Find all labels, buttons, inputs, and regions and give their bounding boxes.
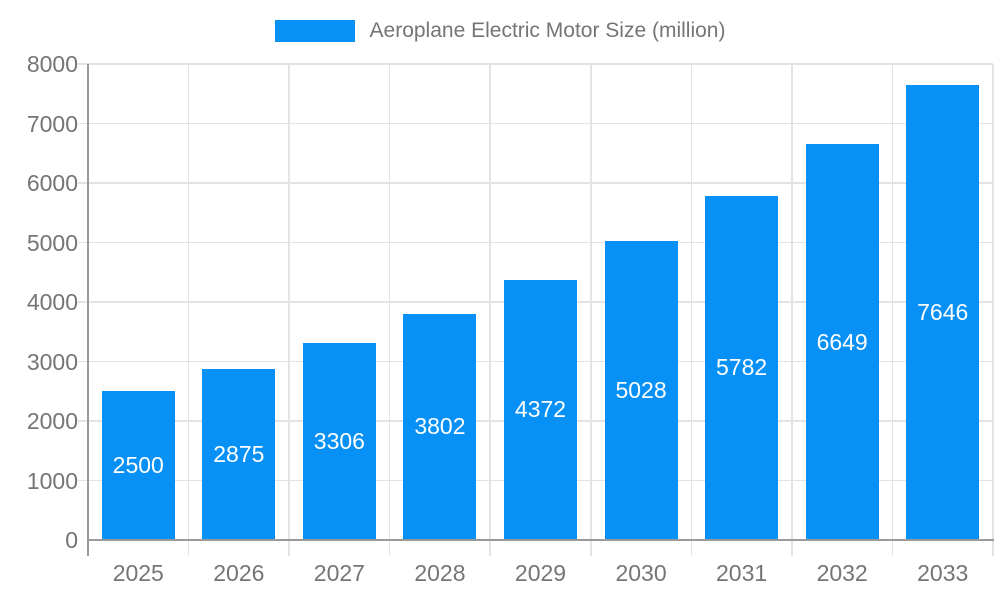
bar: 3802 bbox=[403, 313, 477, 540]
x-axis-tick bbox=[187, 541, 190, 556]
gridline-vertical bbox=[187, 64, 190, 540]
bar: 5028 bbox=[604, 240, 678, 540]
x-axis-tick-label: 2027 bbox=[313, 560, 365, 586]
y-axis-tick-label: 2000 bbox=[26, 408, 78, 434]
gridline-horizontal bbox=[78, 182, 993, 184]
x-axis-tick-label: 2028 bbox=[414, 560, 466, 586]
x-axis-tick bbox=[690, 541, 693, 556]
y-axis-tick-label: 6000 bbox=[26, 170, 78, 196]
y-axis-tick-label: 8000 bbox=[26, 51, 78, 77]
y-axis-tick-label: 1000 bbox=[26, 467, 78, 494]
bar: 4372 bbox=[504, 279, 577, 540]
gridline-vertical bbox=[992, 64, 994, 540]
x-axis-tick-label: 2025 bbox=[112, 560, 164, 586]
x-axis-tick-label: 2031 bbox=[716, 560, 768, 586]
bar-value-label: 3802 bbox=[414, 413, 466, 440]
bar-value-label: 3306 bbox=[313, 428, 365, 455]
gridline-horizontal bbox=[78, 63, 993, 65]
x-axis-tick bbox=[791, 541, 793, 556]
y-axis-line bbox=[87, 64, 89, 556]
y-axis-tick-label: 5000 bbox=[26, 229, 78, 256]
x-axis-tick bbox=[891, 541, 894, 556]
y-axis-tick-label: 0 bbox=[65, 527, 78, 553]
x-axis-tick bbox=[489, 541, 491, 556]
x-axis-tick-label: 2030 bbox=[615, 560, 667, 586]
y-axis-tick-label: 7000 bbox=[26, 110, 78, 137]
bar: 2500 bbox=[101, 391, 175, 540]
x-axis-line bbox=[87, 539, 994, 541]
bar-value-label: 2500 bbox=[112, 452, 164, 479]
gridline-horizontal bbox=[78, 241, 993, 244]
legend: Aeroplane Electric Motor Size (million) bbox=[0, 19, 1000, 43]
x-axis-tick-label: 2029 bbox=[514, 560, 567, 586]
bar-value-label: 5028 bbox=[615, 376, 667, 403]
bar: 6649 bbox=[805, 144, 879, 540]
gridline-vertical bbox=[388, 64, 391, 540]
bar: 5782 bbox=[705, 195, 779, 540]
gridline-vertical bbox=[791, 64, 793, 540]
gridline-vertical bbox=[690, 64, 693, 540]
x-axis-tick-label: 2032 bbox=[816, 560, 868, 586]
bar: 3306 bbox=[302, 343, 376, 540]
bar-value-label: 4372 bbox=[514, 396, 567, 423]
x-axis-tick-label: 2033 bbox=[917, 560, 969, 586]
bar-value-label: 2875 bbox=[213, 440, 265, 467]
x-axis-tick bbox=[992, 541, 994, 556]
y-axis-tick-label: 3000 bbox=[26, 348, 78, 375]
x-axis-tick-label: 2026 bbox=[213, 560, 265, 586]
bar-value-label: 6649 bbox=[816, 328, 868, 355]
bar-value-label: 7646 bbox=[917, 299, 969, 326]
y-axis-tick-label: 4000 bbox=[26, 289, 78, 315]
gridline-vertical bbox=[590, 64, 592, 540]
x-axis-tick bbox=[288, 541, 290, 556]
plot-area: 2500 2875 3306 3802 4372 5028 5782 6649 7646 bbox=[78, 63, 994, 540]
bar: 7646 bbox=[906, 85, 980, 540]
gridline-horizontal bbox=[78, 122, 993, 125]
legend-swatch bbox=[274, 20, 355, 42]
x-axis-tick bbox=[590, 541, 592, 556]
gridline-vertical bbox=[288, 64, 290, 540]
bar: 2875 bbox=[202, 368, 276, 540]
legend-label: Aeroplane Electric Motor Size (million) bbox=[369, 19, 726, 42]
gridline-vertical bbox=[489, 64, 491, 540]
x-axis-tick bbox=[388, 541, 391, 556]
bar-value-label: 5782 bbox=[716, 354, 768, 381]
gridline-vertical bbox=[891, 64, 894, 540]
